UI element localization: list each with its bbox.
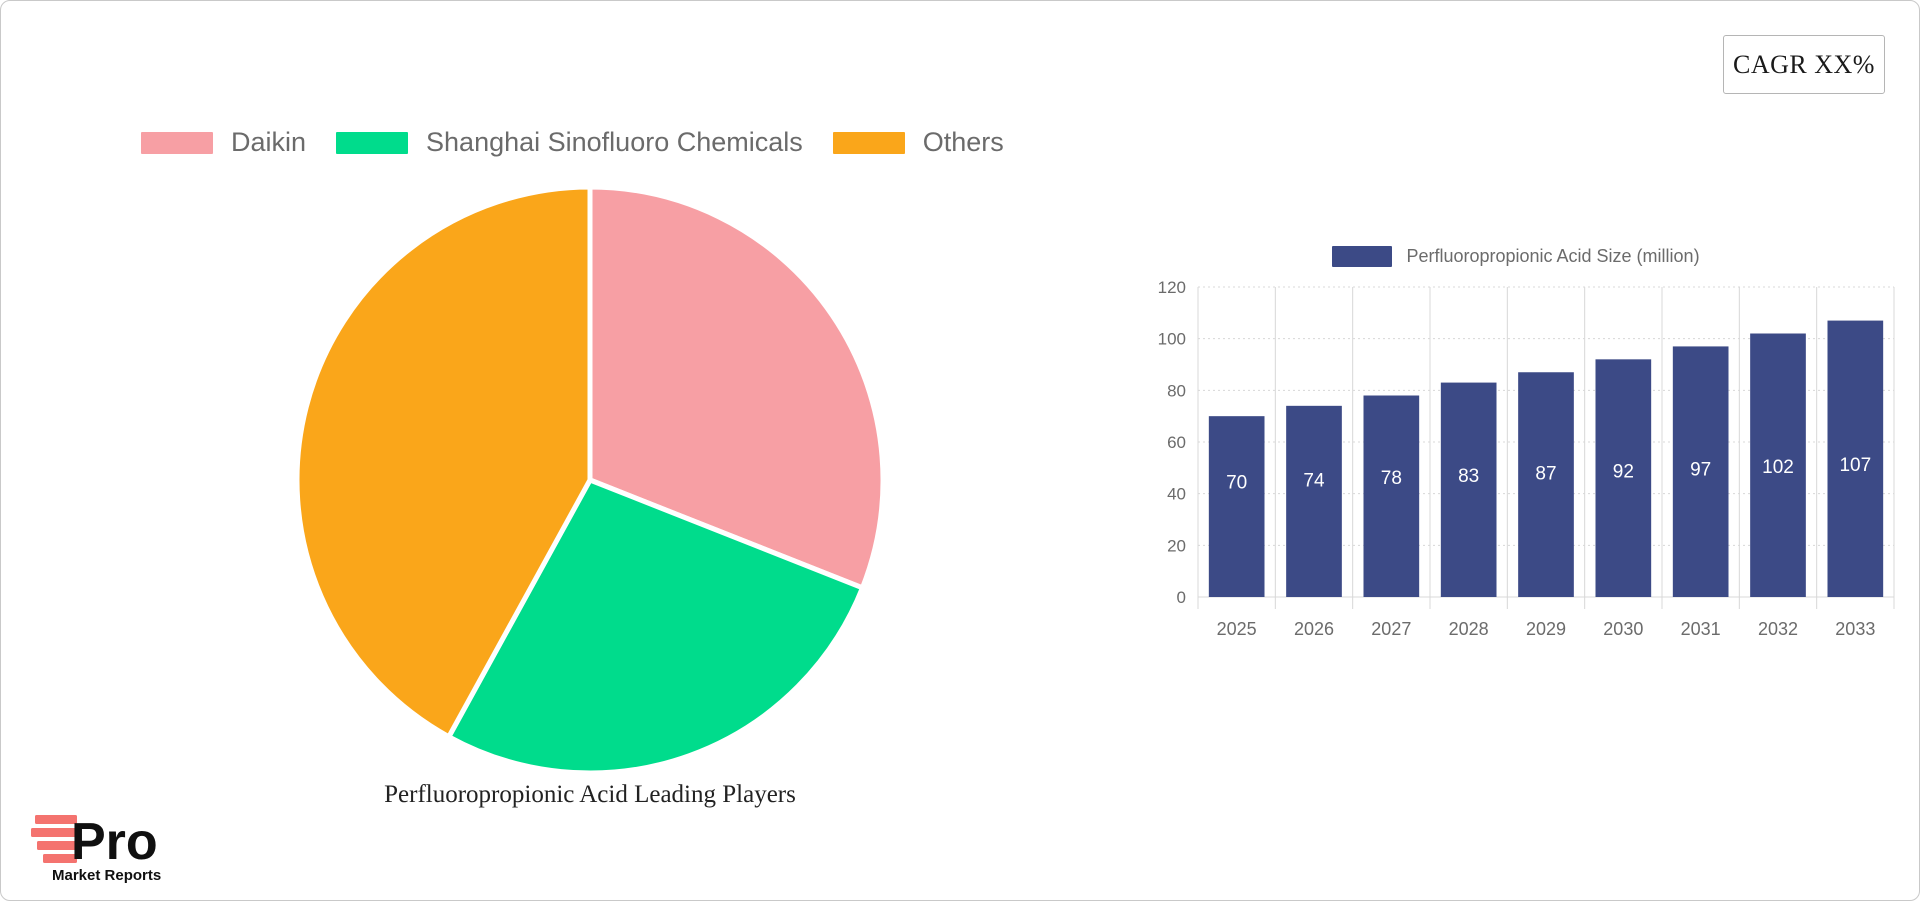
pie-slice[interactable] — [294, 184, 593, 740]
y-axis-tick-group: 0 20 40 60 80 100 120 — [1158, 279, 1186, 607]
legend-label-daikin: Daikin — [231, 127, 307, 157]
legend-item-daikin[interactable]: Daikin — [141, 127, 306, 158]
logo-svg: Pro Market Reports — [31, 813, 161, 884]
pie-chart-svg — [294, 184, 886, 776]
y-axis-tick-label: 80 — [1167, 381, 1186, 400]
y-axis-tick-label: 60 — [1167, 433, 1186, 452]
bar-value-label: 74 — [1303, 470, 1325, 491]
x-axis-tick-label: 2026 — [1294, 619, 1334, 639]
x-axis-tick-label: 2028 — [1449, 619, 1489, 639]
logo-speed-bars-icon — [31, 815, 77, 863]
pie-chart-legend: Daikin Shanghai Sinofluoro Chemicals Oth… — [141, 127, 1034, 158]
x-axis-tick-label: 2029 — [1526, 619, 1566, 639]
bar-chart-panel: Perfluoropropionic Acid Size (million) 0… — [1136, 246, 1896, 666]
legend-item-others[interactable]: Others — [832, 127, 1004, 158]
pie-slice[interactable] — [587, 184, 886, 591]
bar-value-label: 107 — [1839, 455, 1871, 476]
x-axis-tick-group: 2025 2026 2027 2028 2029 2030 2031 2032 2033 — [1217, 619, 1876, 639]
bar-value-label: 70 — [1226, 473, 1247, 494]
cagr-badge: CAGR XX% — [1723, 35, 1885, 94]
bar[interactable] — [1518, 372, 1574, 597]
bar-chart-legend: Perfluoropropionic Acid Size (million) — [1136, 246, 1896, 267]
bar-value-label: 97 — [1690, 459, 1711, 480]
bar[interactable] — [1208, 416, 1265, 597]
bar[interactable] — [1595, 359, 1652, 597]
legend-swatch-others — [832, 131, 905, 154]
x-axis-tick-label: 2025 — [1217, 619, 1257, 639]
legend-label-others: Others — [922, 127, 1004, 157]
legend-item-shanghai-sinofluoro-chemicals[interactable]: Shanghai Sinofluoro Chemicals — [336, 127, 803, 158]
legend-swatch-shanghai-sinofluoro-chemicals — [336, 131, 409, 154]
bar[interactable] — [1286, 405, 1342, 597]
bar-value-label: 92 — [1613, 462, 1634, 483]
y-axis-tick-label: 0 — [1177, 588, 1186, 607]
logo-wordmark: Pro — [71, 813, 158, 871]
bar-value-label: 78 — [1381, 468, 1402, 489]
y-axis-tick-label: 40 — [1167, 485, 1186, 504]
x-axis-tick-label: 2031 — [1681, 619, 1721, 639]
bar[interactable] — [1440, 382, 1497, 597]
y-axis-tick-label: 20 — [1167, 536, 1186, 555]
x-axis-tick-label: 2033 — [1835, 619, 1875, 639]
bar[interactable] — [1827, 320, 1884, 597]
bar-value-label: 83 — [1458, 466, 1479, 487]
legend-label-perfluoropropionic-acid-size: Perfluoropropionic Acid Size (million) — [1406, 246, 1700, 266]
pie-chart-title: Perfluoropropionic Acid Leading Players — [384, 781, 796, 808]
pie-chart — [293, 183, 887, 777]
legend-swatch-daikin — [141, 131, 213, 154]
bar-chart-plot: 0 20 40 60 80 100 120 70 74 78 83 87 92 97 102 107 202… — [1136, 279, 1896, 639]
bar-group: 70 74 78 83 87 92 97 102 107 — [1208, 320, 1884, 598]
cagr-badge-label: CAGR XX% — [1733, 49, 1875, 79]
x-axis-tick-label: 2032 — [1758, 619, 1798, 639]
pie-slice-group — [294, 184, 886, 776]
x-axis-tick-label: 2030 — [1603, 619, 1643, 639]
x-axis-tick-label: 2027 — [1371, 619, 1411, 639]
bar-value-label: 87 — [1535, 464, 1556, 485]
bar[interactable] — [1363, 395, 1420, 598]
legend-swatch-perfluoropropionic-acid-size — [1332, 246, 1393, 267]
bar[interactable] — [1750, 333, 1806, 598]
pro-market-reports-logo: Pro Market Reports — [29, 809, 179, 885]
y-axis-tick-label: 120 — [1158, 279, 1186, 297]
legend-label-shanghai-sinofluoro-chemicals: Shanghai Sinofluoro Chemicals — [426, 127, 803, 157]
bar-chart-svg: 0 20 40 60 80 100 120 70 74 78 83 87 92 97 102 107 202… — [1158, 279, 1895, 639]
bar-value-label: 102 — [1762, 457, 1794, 478]
y-axis-tick-label: 100 — [1158, 330, 1186, 349]
logo-tagline: Market Reports — [52, 867, 161, 884]
bar[interactable] — [1672, 346, 1729, 597]
